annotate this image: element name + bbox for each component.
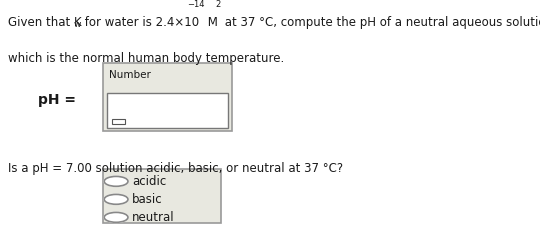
Circle shape [104,176,128,186]
Text: 2: 2 [215,0,221,9]
Text: pH =: pH = [38,93,76,107]
Text: Given that K: Given that K [8,16,82,29]
Text: −14: −14 [187,0,205,9]
Bar [103,63,232,130]
Circle shape [104,194,128,204]
Bar [107,93,228,128]
Circle shape [104,212,128,222]
Text: for water is 2.4×10: for water is 2.4×10 [81,16,199,29]
Text: acidic: acidic [132,175,166,188]
Text: at 37 °C, compute the pH of a neutral aqueous solution at 37 °C,: at 37 °C, compute the pH of a neutral aq… [221,16,540,29]
Text: M: M [204,16,218,29]
Bar [103,169,221,223]
Text: w: w [74,20,82,29]
Bar [112,119,125,124]
Text: neutral: neutral [132,211,175,224]
Text: basic: basic [132,193,163,206]
Text: which is the normal human body temperature.: which is the normal human body temperatu… [8,52,285,65]
Text: Number: Number [109,70,151,80]
Text: Is a pH = 7.00 solution acidic, basic, or neutral at 37 °C?: Is a pH = 7.00 solution acidic, basic, o… [8,162,343,175]
